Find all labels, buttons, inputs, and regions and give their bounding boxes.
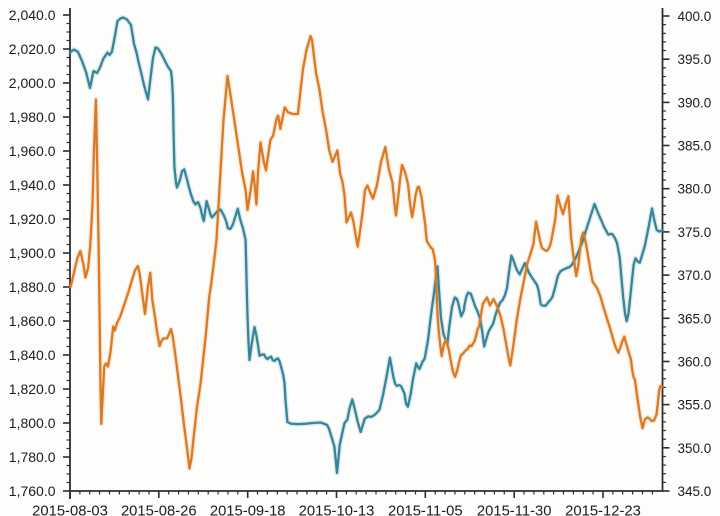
svg-text:380.0: 380.0 [678,182,712,197]
svg-text:1,780.0: 1,780.0 [9,449,56,465]
svg-text:1,980.0: 1,980.0 [9,109,56,125]
svg-text:2015-08-26: 2015-08-26 [121,504,197,516]
svg-text:1,840.0: 1,840.0 [9,347,56,363]
svg-text:1,940.0: 1,940.0 [9,177,56,193]
svg-text:2015-09-18: 2015-09-18 [210,504,286,516]
svg-text:2015-10-13: 2015-10-13 [299,504,375,516]
svg-text:400.0: 400.0 [678,9,712,24]
svg-text:1,800.0: 1,800.0 [9,415,56,431]
svg-text:355.0: 355.0 [678,398,712,413]
svg-text:1,820.0: 1,820.0 [9,381,56,397]
svg-text:2015-11-30: 2015-11-30 [477,504,552,516]
svg-text:395.0: 395.0 [678,52,712,67]
svg-text:1,900.0: 1,900.0 [9,245,56,261]
svg-text:365.0: 365.0 [678,311,712,326]
svg-text:350.0: 350.0 [678,441,712,456]
svg-text:385.0: 385.0 [678,139,712,154]
svg-text:1,920.0: 1,920.0 [9,211,56,227]
svg-text:360.0: 360.0 [678,355,712,370]
svg-text:2015-12-23: 2015-12-23 [565,504,641,516]
svg-text:345.0: 345.0 [678,484,712,499]
svg-text:1,860.0: 1,860.0 [9,313,56,329]
svg-text:2015-08-03: 2015-08-03 [32,504,108,516]
svg-text:2,040.0: 2,040.0 [9,7,56,23]
svg-text:390.0: 390.0 [678,95,712,110]
svg-text:1,760.0: 1,760.0 [9,483,56,499]
svg-text:2,020.0: 2,020.0 [9,41,56,57]
svg-text:2015-11-05: 2015-11-05 [388,504,463,516]
svg-text:375.0: 375.0 [678,225,712,240]
svg-text:1,880.0: 1,880.0 [9,279,56,295]
svg-text:2,000.0: 2,000.0 [9,75,56,91]
svg-text:370.0: 370.0 [678,268,712,283]
svg-text:1,960.0: 1,960.0 [9,143,56,159]
